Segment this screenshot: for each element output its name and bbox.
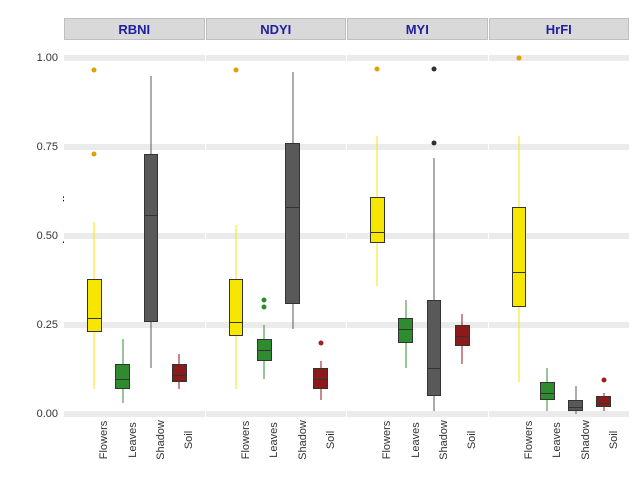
facet: RBNI [64,18,206,432]
box-group [453,40,471,432]
x-category-label: Leaves [410,422,422,457]
x-category-label: Soil [466,431,478,449]
median-line [172,375,187,376]
box [427,300,442,396]
x-category-label: Flowers [240,421,252,460]
outlier-point [432,141,437,146]
facet-row: RBNINDYIMYIHrFI [64,18,630,432]
median-line [427,368,442,369]
box [370,197,385,243]
median-line [285,207,300,208]
x-category-label: Soil [325,431,337,449]
box-group [85,40,103,432]
facet-strip: MYI [347,18,488,40]
median-line [568,407,583,408]
facet: HrFI [489,18,631,432]
box [144,154,159,321]
x-category-label: Flowers [523,421,535,460]
median-line [229,322,244,323]
x-category-label: Leaves [127,422,139,457]
median-line [540,393,555,394]
box [172,364,187,382]
x-category-label: Leaves [268,422,280,457]
box [285,143,300,303]
box-group [510,40,528,432]
x-category-label: Shadow [580,420,592,460]
median-line [596,403,611,404]
box-group [114,40,132,432]
outlier-point [262,305,267,310]
box-group [595,40,613,432]
y-tick-label: 1.00 [28,52,58,64]
box [596,396,611,407]
facet: MYI [347,18,489,432]
median-line [512,272,527,273]
facet-panel [206,40,347,432]
facet-panel [347,40,488,432]
box [540,382,555,400]
box-group [368,40,386,432]
box-group [283,40,301,432]
box-group [227,40,245,432]
outlier-point [262,298,267,303]
box-group [538,40,556,432]
median-line [144,215,159,216]
facet-strip: HrFI [489,18,630,40]
box-group [255,40,273,432]
outlier-point [92,152,97,157]
y-tick-label: 0.00 [28,408,58,420]
median-line [398,329,413,330]
figure: Vegetation Indices 0.000.250.500.751.00 … [0,0,640,502]
box [115,364,130,389]
median-line [87,318,102,319]
facet-panel [489,40,630,432]
box [87,279,102,332]
median-line [257,350,272,351]
x-category-label: Soil [608,431,620,449]
box [512,207,527,307]
median-line [313,379,328,380]
x-category-label: Leaves [551,422,563,457]
x-category-label: Flowers [98,421,110,460]
median-line [455,336,470,337]
outlier-point [601,378,606,383]
x-category-label: Shadow [438,420,450,460]
box-group [566,40,584,432]
median-line [115,379,130,380]
box [568,400,583,411]
outlier-point [318,340,323,345]
x-category-label: Soil [183,431,195,449]
y-tick-label: 0.25 [28,319,58,331]
box [229,279,244,336]
box [398,318,413,343]
outlier-point [516,55,521,60]
box-group [397,40,415,432]
facet: NDYI [206,18,348,432]
box-group [312,40,330,432]
median-line [370,232,385,233]
box-group [142,40,160,432]
outlier-point [92,68,97,73]
y-tick-label: 0.50 [28,230,58,242]
outlier-point [375,66,380,71]
facet-strip: NDYI [206,18,347,40]
box-group [170,40,188,432]
outlier-point [233,68,238,73]
facet-panel [64,40,205,432]
facet-strip: RBNI [64,18,205,40]
outlier-point [432,66,437,71]
x-category-label: Shadow [155,420,167,460]
box-group [425,40,443,432]
y-tick-label: 0.75 [28,141,58,153]
x-category-label: Shadow [297,420,309,460]
x-category-label: Flowers [381,421,393,460]
